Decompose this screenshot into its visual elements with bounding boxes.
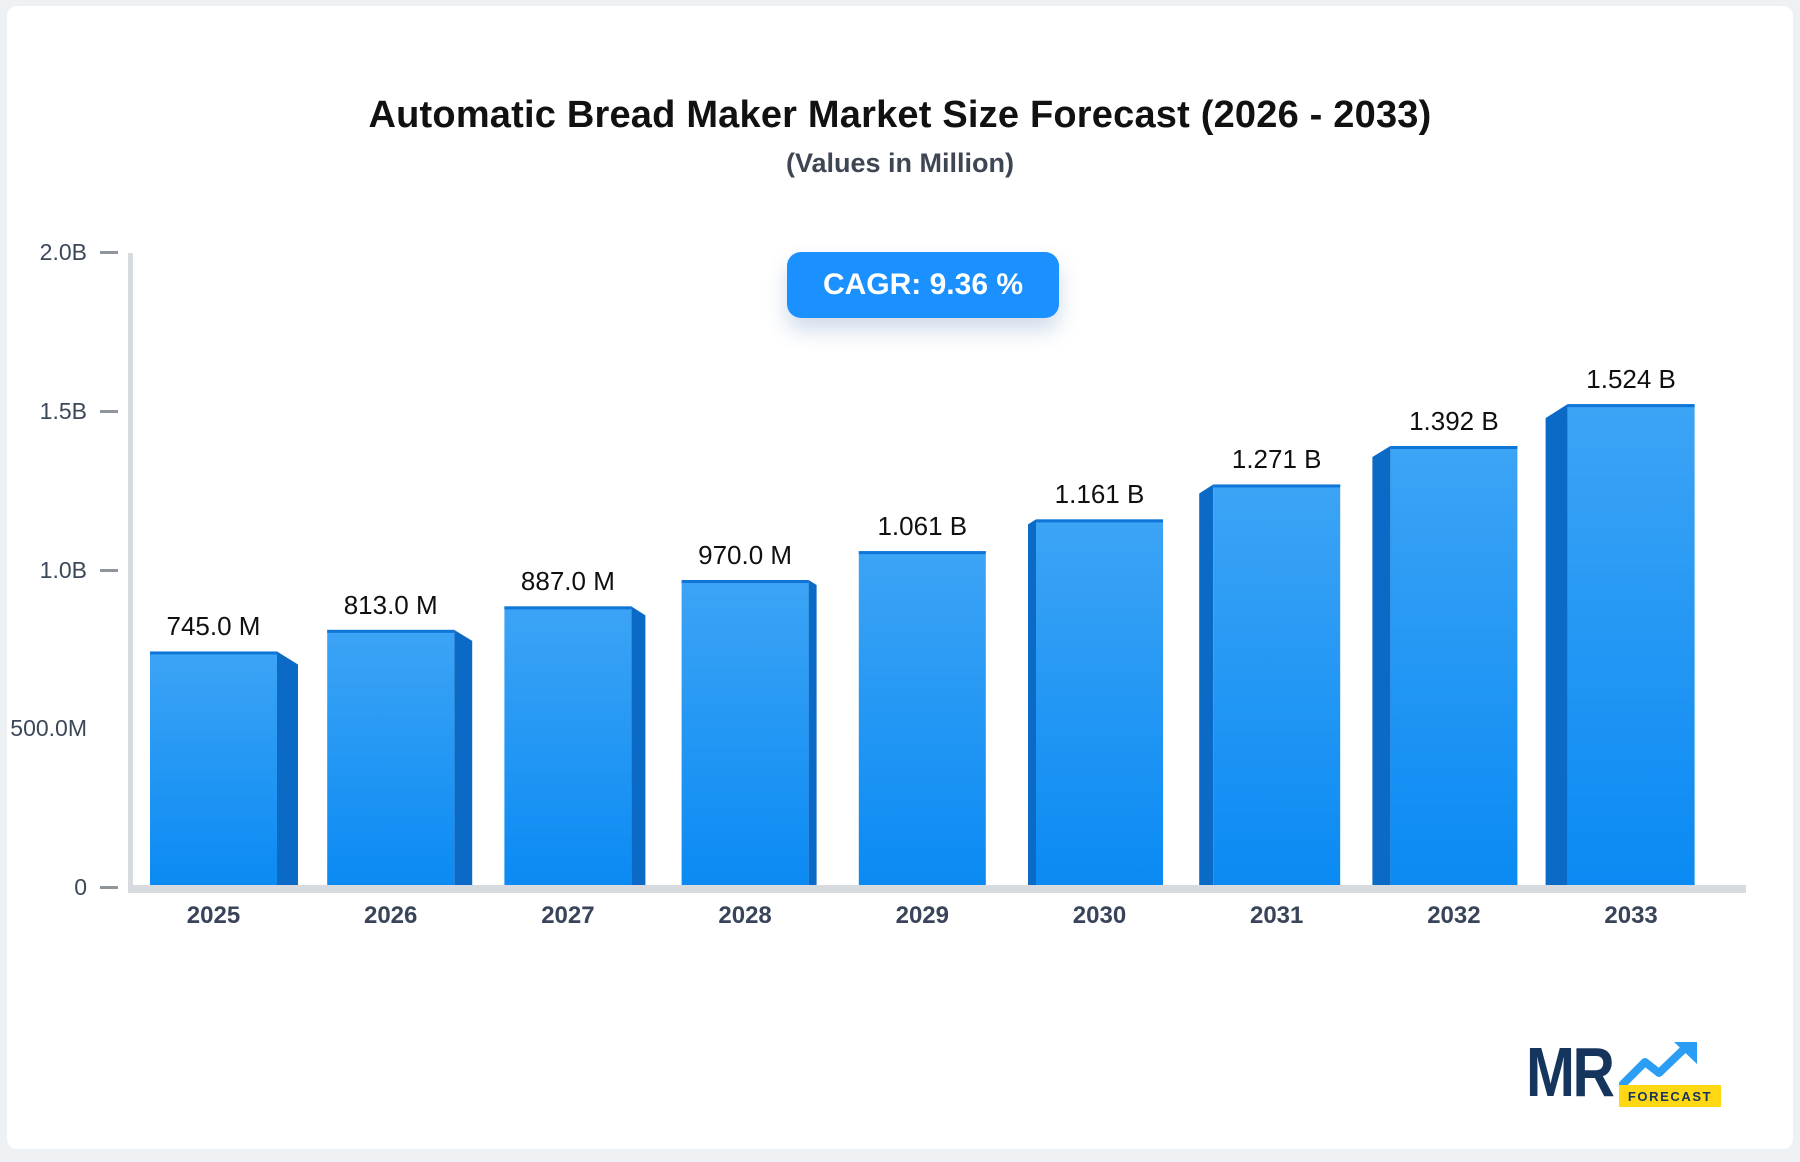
bar-value-label: 1.392 B [1409,406,1499,437]
y-axis-label: 500.0M [10,715,87,742]
bar-value-label: 813.0 M [343,589,438,620]
bar-top-edge [150,651,277,655]
bar-top-edge [1390,446,1518,450]
mr-forecast-logo: MR FORECAST [1526,1033,1722,1111]
bars-canvas [150,404,1695,888]
bar-value-label: 1.061 B [877,511,968,542]
y-axis-tick [100,568,118,572]
bar-side-face [454,629,473,888]
bar [504,606,632,888]
bar-top-edge [1213,484,1341,488]
x-axis-label: 2029 [895,902,949,929]
bar-side-face [808,580,817,888]
chart-subtitle: (Values in Million) [785,148,1015,178]
y-axis-label: 2.0B [39,239,87,265]
bar-side-face [277,651,298,888]
x-axis-label: 2031 [1249,902,1304,929]
y-axis-label: 1.0B [39,556,87,583]
plot-area: 2.0B 1.5B 1.0B 500.0M 0 745.0 M 2025 813.0 M 202… [7,6,1793,1149]
bar [150,651,277,888]
bar-top-edge [681,580,809,584]
bar-value-label: 887.0 M [520,566,615,597]
logo-forecast-text: FORECAST [1618,1085,1722,1107]
bar-value-label: 1.524 B [1586,364,1676,395]
x-axis-label: 2033 [1604,902,1658,929]
bar [858,551,986,888]
bar [1213,484,1341,888]
bar-side-face [1372,446,1391,888]
chart-title: Automatic Bread Maker Market Size Foreca… [368,94,1432,136]
bar-side-face [631,606,646,888]
bar-top-edge [504,606,632,610]
y-axis-tick [100,251,118,254]
bar-value-label: 1.161 B [1054,479,1145,510]
x-axis-label: 2032 [1427,902,1481,929]
x-axis-label: 2028 [718,902,772,929]
bar-value-label: 1.271 B [1231,444,1322,475]
x-axis-label: 2027 [541,902,595,929]
x-axis-baseline [128,885,1746,893]
bar-value-label: 970.0 M [698,540,793,571]
bar-side-face [1028,519,1036,888]
x-axis-label: 2025 [186,902,241,929]
bar-top-edge [327,629,455,633]
bar [1567,404,1695,888]
y-axis-line [128,253,133,891]
bar-value-label: 745.0 M [166,611,261,642]
bar-top-edge [1036,519,1163,523]
bar [1390,446,1518,888]
chart-card: Automatic Bread Maker Market Size Foreca… [7,6,1793,1149]
trend-arrow-icon [1618,1042,1697,1088]
bar [327,629,455,888]
y-axis-tick [100,409,118,413]
logo-mr-text: MR [1526,1033,1615,1111]
bar-side-face [1545,404,1568,888]
y-axis-label: 0 [74,874,87,900]
bar-side-face [1199,484,1214,888]
bar [681,580,809,888]
bar-top-edge [1567,404,1695,408]
y-axis-tick [100,886,118,889]
y-axis-label: 1.5B [39,397,87,424]
bar-top-edge [858,551,986,555]
bar [1036,519,1163,888]
x-axis-label: 2026 [363,902,418,929]
x-axis-label: 2030 [1072,902,1127,929]
logo-right-block: FORECAST [1618,1042,1722,1107]
cagr-badge: CAGR: 9.36 % [787,252,1059,318]
